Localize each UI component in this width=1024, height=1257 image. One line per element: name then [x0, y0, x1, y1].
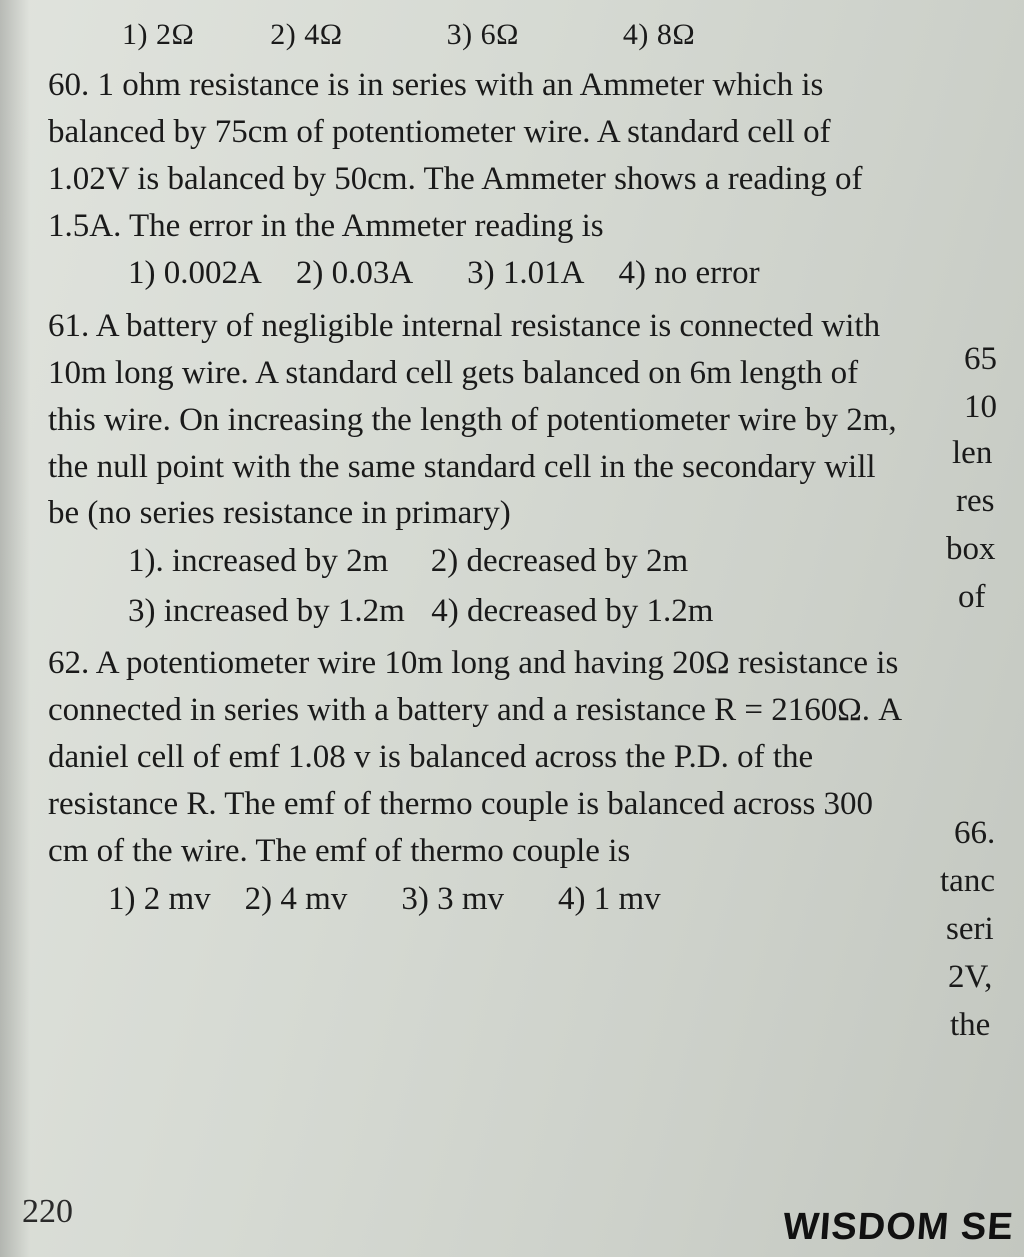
q62-opt-1: 1) 2 mv	[108, 875, 211, 925]
question-60-number: 60.	[48, 67, 89, 103]
q62-opt-3: 3) 3 mv	[401, 875, 504, 925]
question-61-options: 1). increased by 2m 2) decreased by 2m 3…	[48, 537, 1024, 636]
textbook-page: 1) 2Ω 2) 4Ω 3) 6Ω 4) 8Ω 60. 1 ohm resist…	[0, 0, 1024, 1257]
prev-opt-4: 4) 8Ω	[623, 18, 695, 52]
prev-opt-2: 2) 4Ω	[270, 18, 342, 52]
edge-frag-6: of	[958, 574, 986, 621]
question-62-text: A potentiometer wire 10m long and having…	[48, 645, 900, 868]
question-60-body: 60. 1 ohm resistance is in series with a…	[48, 62, 1024, 249]
page-number: 220	[22, 1193, 73, 1231]
question-60-text: 1 ohm resistance is in series with an Am…	[48, 67, 862, 244]
question-60-options: 1) 0.002A 2) 0.03A 3) 1.01A 4) no error	[48, 249, 1024, 299]
q61-opt-1: 1). increased by 2m	[128, 543, 388, 579]
q60-opt-2: 2) 0.03A	[296, 249, 413, 299]
page-gutter-shadow	[0, 0, 30, 1257]
question-62-body: 62. A potentiometer wire 10m long and ha…	[48, 640, 1024, 874]
prev-opt-3: 3) 6Ω	[447, 18, 519, 52]
edge-frag-9: seri	[946, 906, 994, 953]
question-61-body: 61. A battery of negligible internal res…	[48, 303, 1024, 537]
q62-opt-2: 2) 4 mv	[245, 875, 348, 925]
q60-opt-3: 3) 1.01A	[467, 249, 584, 299]
question-61-text: A battery of negligible internal resista…	[48, 308, 897, 531]
prev-opt-1: 1) 2Ω	[122, 18, 194, 52]
q61-opt-2: 2) decreased by 2m	[431, 543, 688, 579]
edge-frag-11: the	[950, 1002, 990, 1049]
q60-opt-4: 4) no error	[618, 249, 759, 299]
question-60: 60. 1 ohm resistance is in series with a…	[48, 62, 1024, 299]
question-62-options: 1) 2 mv 2) 4 mv 3) 3 mv 4) 1 mv	[48, 875, 1024, 925]
prev-question-options-fragment: 1) 2Ω 2) 4Ω 3) 6Ω 4) 8Ω	[48, 18, 1024, 52]
q62-opt-4: 4) 1 mv	[558, 875, 661, 925]
edge-frag-3: len	[952, 430, 992, 477]
edge-frag-5: box	[946, 526, 996, 573]
edge-frag-8: tanc	[940, 858, 995, 905]
edge-frag-2: 10	[964, 384, 997, 431]
edge-frag-1: 65	[964, 336, 997, 383]
question-61-number: 61.	[48, 308, 89, 344]
q61-opt-3: 3) increased by 1.2m	[128, 593, 405, 629]
q60-opt-1: 1) 0.002A	[128, 249, 262, 299]
question-61: 61. A battery of negligible internal res…	[48, 303, 1024, 636]
q61-opt-4: 4) decreased by 1.2m	[431, 593, 713, 629]
edge-frag-7: 66.	[954, 810, 995, 857]
edge-frag-10: 2V,	[948, 954, 992, 1001]
right-page-edge-fragments: 65 10 len res box of 66. tanc seri 2V, t…	[934, 0, 1024, 1257]
question-62-number: 62.	[48, 645, 89, 681]
publisher-brand: WISDOM SE	[782, 1206, 1016, 1249]
edge-frag-4: res	[956, 478, 994, 525]
question-62: 62. A potentiometer wire 10m long and ha…	[48, 640, 1024, 924]
